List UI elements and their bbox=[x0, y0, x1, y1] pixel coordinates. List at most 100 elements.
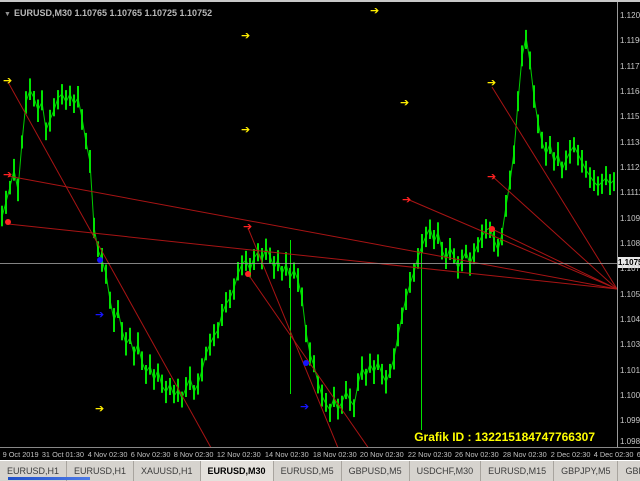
candle bbox=[497, 238, 499, 257]
chart-tab-eurusd-h1[interactable]: EURUSD,H1 bbox=[0, 461, 68, 481]
candle bbox=[485, 219, 487, 239]
candle bbox=[57, 90, 59, 110]
trend-line[interactable] bbox=[7, 175, 617, 290]
signal-dot bbox=[5, 219, 11, 225]
time-axis-label: 12 Nov 02:30 bbox=[217, 449, 262, 459]
price-axis[interactable]: 1.10752 1.12040 1.11905 1.11775 1.11645 1.11… bbox=[617, 2, 640, 447]
chart-tab-eurusd-m30[interactable]: EURUSD,M30 bbox=[200, 461, 274, 481]
trend-line[interactable] bbox=[7, 223, 617, 290]
price-axis-label: 1.11645 bbox=[620, 87, 640, 96]
time-axis-label: 20 Nov 02:30 bbox=[360, 449, 404, 459]
signal-arrow-icon: ➔ bbox=[487, 76, 496, 89]
candle bbox=[313, 355, 315, 373]
candle bbox=[173, 384, 175, 404]
price-axis-label: 1.10985 bbox=[620, 214, 640, 223]
chart-tab-gbpusd-m5[interactable]: GBPUSD,M5 bbox=[618, 461, 640, 481]
signal-arrow-icon: ➔ bbox=[402, 193, 411, 206]
trend-line[interactable] bbox=[491, 228, 617, 290]
candle bbox=[181, 391, 183, 408]
price-axis-label: 1.09930 bbox=[620, 416, 640, 425]
candle bbox=[237, 262, 239, 281]
window-top-edge bbox=[0, 0, 640, 2]
candle bbox=[353, 399, 355, 418]
candle bbox=[161, 374, 163, 393]
chart-tab-usdchf-m30[interactable]: USDCHF,M30 bbox=[409, 461, 482, 481]
candle bbox=[53, 98, 55, 117]
time-axis-label: 22 Nov 02:30 bbox=[407, 449, 452, 459]
candle bbox=[13, 158, 15, 181]
time-axis-label: 4 Dec 02:30 bbox=[593, 449, 634, 459]
signal-dot bbox=[489, 226, 495, 232]
candle bbox=[169, 378, 171, 395]
candle bbox=[329, 403, 331, 422]
price-axis-label: 1.11115 bbox=[620, 188, 640, 197]
candle-wick bbox=[421, 234, 422, 430]
price-axis-label: 1.12040 bbox=[620, 11, 640, 20]
signal-arrow-icon: ➔ bbox=[95, 402, 104, 415]
taskbar-accent-strip bbox=[8, 477, 90, 480]
candle bbox=[605, 166, 607, 186]
chart-tab-eurusd-m15[interactable]: EURUSD,M15 bbox=[481, 461, 555, 481]
candle bbox=[345, 381, 347, 400]
candle bbox=[325, 393, 327, 412]
candle bbox=[129, 327, 131, 344]
bid-price-line bbox=[0, 263, 617, 264]
trend-line[interactable] bbox=[406, 198, 617, 290]
candle bbox=[41, 90, 43, 111]
chart-tab-gbpjpy-m5[interactable]: GBPJPY,M5 bbox=[554, 461, 619, 481]
current-price-badge: 1.10752 bbox=[618, 257, 640, 268]
price-axis-label: 1.11250 bbox=[620, 163, 640, 172]
candle bbox=[577, 144, 579, 166]
price-axis-label: 1.09800 bbox=[620, 437, 640, 446]
price-polyline bbox=[1, 36, 615, 412]
chart-tab-eurusd-m5[interactable]: EURUSD,M5 bbox=[273, 461, 342, 481]
trend-line[interactable] bbox=[247, 227, 352, 447]
candle bbox=[341, 395, 343, 414]
price-axis-label: 1.10590 bbox=[620, 290, 640, 299]
chart-title: ▼ EURUSD,M30 1.10765 1.10765 1.10725 1.10… bbox=[4, 8, 212, 18]
time-axis-label: 14 Nov 02:30 bbox=[264, 449, 309, 459]
time-axis-label: 26 Nov 02:30 bbox=[455, 449, 500, 459]
time-axis-label: 8 Nov 02:30 bbox=[173, 449, 214, 459]
candle bbox=[409, 272, 411, 293]
candle bbox=[225, 292, 227, 313]
trend-line[interactable] bbox=[247, 273, 392, 447]
trend-line[interactable] bbox=[7, 81, 230, 447]
signal-dot bbox=[97, 257, 103, 263]
candle bbox=[589, 167, 591, 188]
signal-arrow-icon: ➔ bbox=[95, 308, 104, 321]
chart-tab-eurusd-h1[interactable]: EURUSD,H1 bbox=[67, 461, 135, 481]
chart-tab-gbpusd-m5[interactable]: GBPUSD,M5 bbox=[341, 461, 410, 481]
signal-arrow-icon: ➔ bbox=[300, 400, 309, 413]
signal-arrow-icon: ➔ bbox=[243, 220, 252, 233]
candle bbox=[501, 227, 503, 246]
candle bbox=[149, 354, 151, 375]
candle bbox=[317, 375, 319, 394]
candle bbox=[249, 258, 251, 278]
chart-canvas[interactable]: ➔ ➔ ➔ ➔ ➔ ➔ ➔ ➔ ➔ ➔ ➔ ➔ ➔ ▼ EURUSD,M30 1.10765 1.1076… bbox=[0, 2, 617, 447]
time-axis[interactable]: 9 Oct 2019 31 Oct 01:30 4 Nov 02:30 6 Nov 0… bbox=[0, 447, 640, 460]
signal-arrow-icon: ➔ bbox=[3, 168, 12, 181]
signal-arrow-icon: ➔ bbox=[241, 123, 250, 136]
time-axis-label: 9 Oct 2019 bbox=[2, 449, 39, 459]
price-axis-label: 1.10195 bbox=[620, 366, 640, 375]
trend-line[interactable] bbox=[491, 175, 617, 290]
signal-arrow-icon: ➔ bbox=[3, 74, 12, 87]
signal-arrow-icon: ➔ bbox=[487, 170, 496, 183]
signal-arrow-icon: ➔ bbox=[370, 4, 379, 17]
price-axis-label: 1.11380 bbox=[620, 138, 640, 147]
candle bbox=[133, 346, 135, 366]
signal-dot bbox=[303, 360, 309, 366]
grafik-id-watermark: Grafik ID : 132215184747766307 bbox=[414, 430, 595, 444]
price-axis-label: 1.11905 bbox=[620, 36, 640, 45]
time-axis-label: 31 Oct 01:30 bbox=[41, 449, 85, 459]
chart-tab-xauusd-h1[interactable]: XAUUSD,H1 bbox=[134, 461, 201, 481]
chart-tab-bar: EURUSD,H1 EURUSD,H1 XAUUSD,H1 EURUSD,M30 EUR… bbox=[0, 460, 640, 481]
time-axis-label: 18 Nov 02:30 bbox=[312, 449, 357, 459]
trend-line[interactable] bbox=[491, 86, 617, 290]
price-axis-label: 1.11510 bbox=[620, 112, 640, 121]
candle bbox=[601, 173, 603, 194]
price-axis-label: 1.10060 bbox=[620, 391, 640, 400]
time-axis-label: 28 Nov 02:30 bbox=[502, 449, 547, 459]
